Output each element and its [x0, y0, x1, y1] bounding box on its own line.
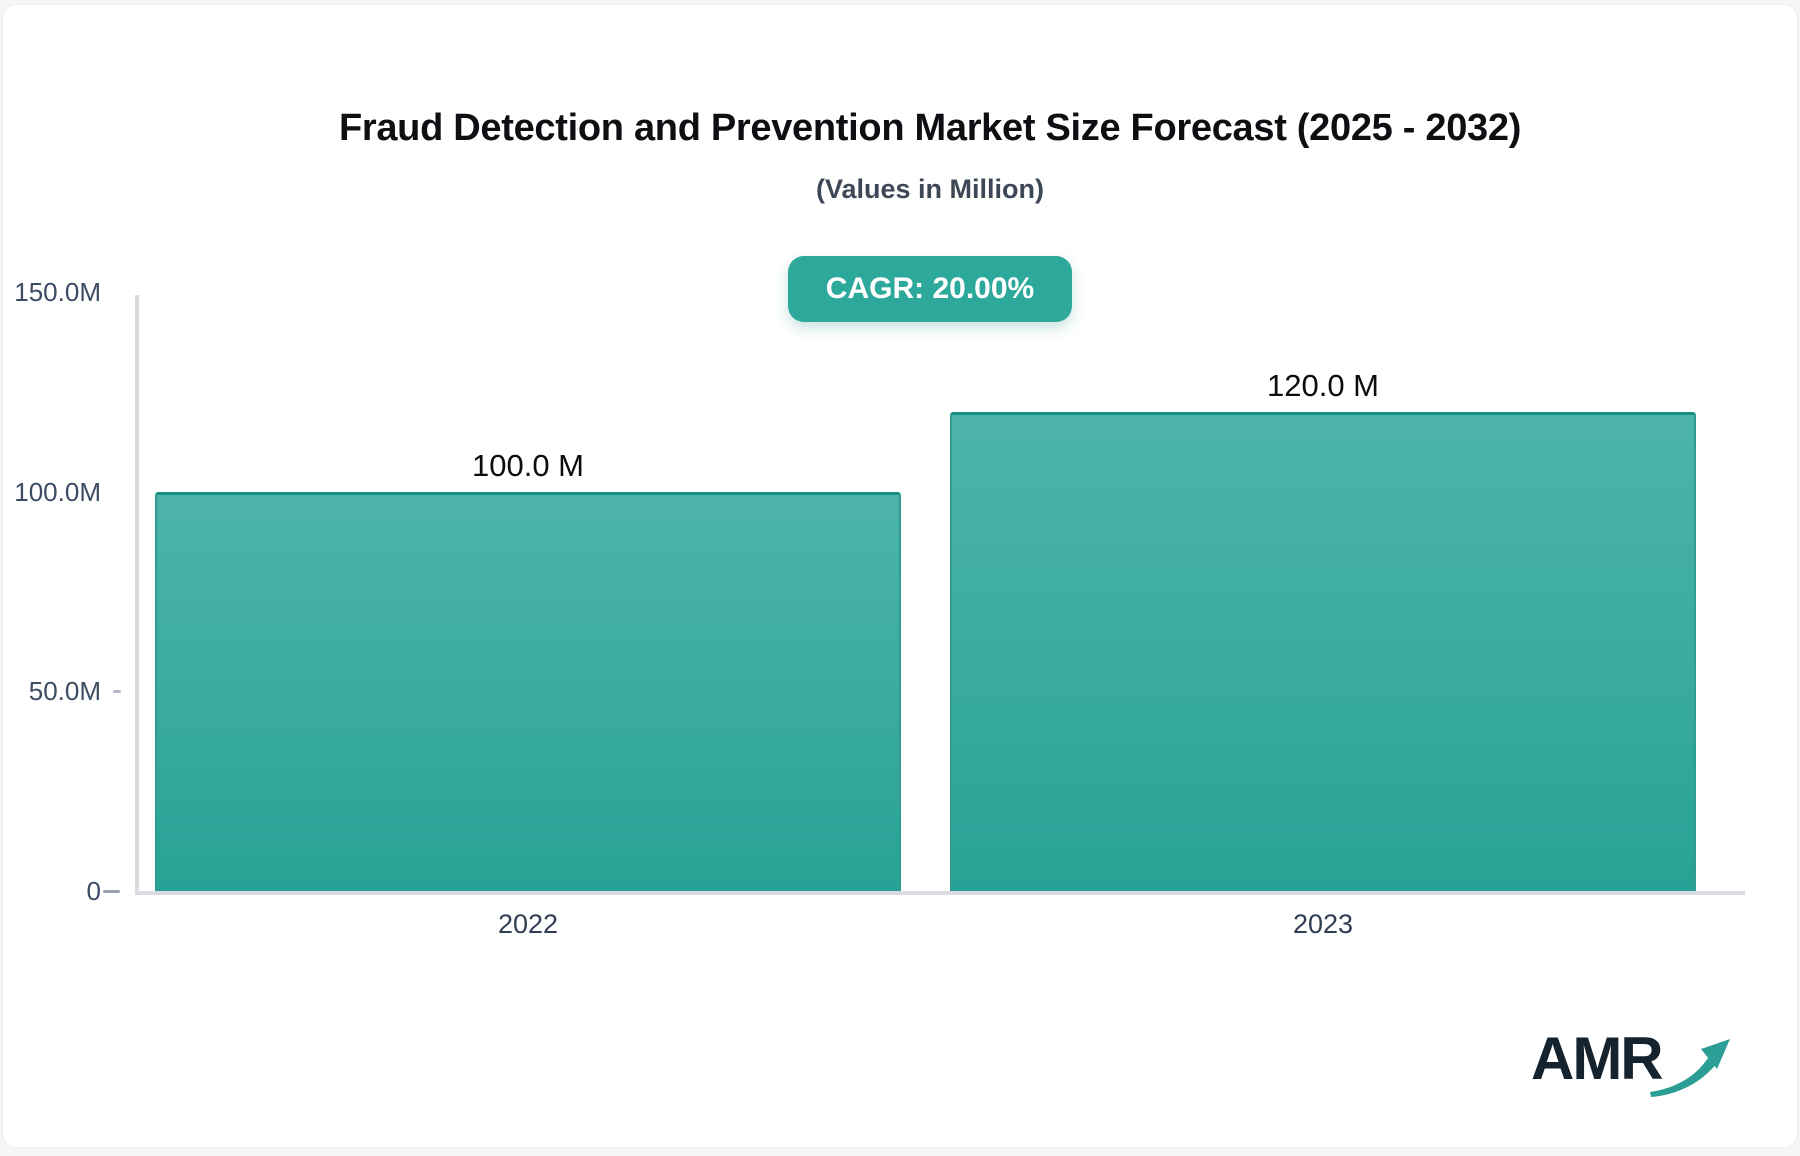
x-axis-label: 2023	[1292, 909, 1354, 939]
y-tick-mark	[103, 890, 120, 893]
growth-arrow-icon	[1649, 1039, 1730, 1097]
bar-value-label: 100.0 M	[471, 447, 584, 483]
y-tick-label: 100.0M	[14, 476, 101, 507]
chart-subtitle: (Values in Million)	[815, 174, 1045, 204]
chart-card: Fraud Detection and Prevention Market Si…	[2, 4, 1798, 1148]
x-axis-line	[135, 891, 1745, 895]
y-tick-label: 150.0M	[14, 277, 101, 307]
bar-2022	[155, 491, 901, 891]
y-tick-mark	[113, 690, 121, 694]
bar-column: 120.0 M	[950, 292, 1696, 891]
x-axis-label: 2022	[497, 909, 559, 939]
bar-value-label: 120.0 M	[1266, 367, 1379, 403]
y-axis-line	[135, 295, 139, 893]
amr-logo: AMR	[1531, 1027, 1734, 1101]
cagr-badge: CAGR: 20.00%	[787, 256, 1073, 322]
y-tick-label: 0	[86, 876, 101, 906]
y-tick-label: 50.0M	[28, 676, 101, 707]
cagr-badge-row: CAGR: 20.00%	[73, 256, 1787, 322]
bar-2023	[950, 411, 1696, 891]
bar-column: 100.0 M	[155, 292, 901, 891]
amr-logo-text: AMR	[1531, 1025, 1664, 1092]
chart-title: Fraud Detection and Prevention Market Si…	[338, 107, 1522, 149]
